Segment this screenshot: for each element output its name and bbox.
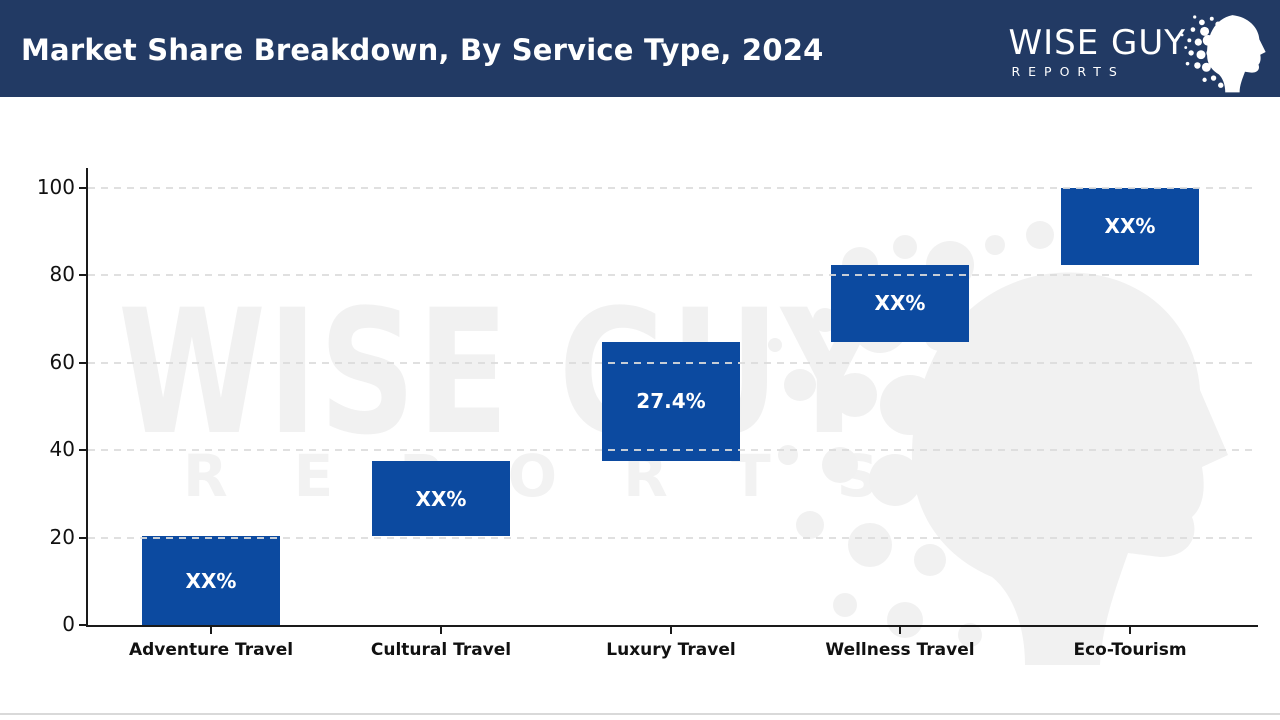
x-tick-mark-5 [1129, 627, 1131, 634]
logo-primary-text: WISE GUY [1008, 23, 1186, 63]
page-title: Market Share Breakdown, By Service Type,… [21, 33, 824, 67]
y-tick-mark-0 [79, 624, 86, 626]
category-label-4: Wellness Travel [825, 640, 975, 660]
y-tick-label-80: 80 [49, 262, 75, 286]
category-label-1: Adventure Travel [128, 640, 294, 660]
y-tick-label-100: 100 [36, 174, 75, 199]
header-bar: Market Share Breakdown, By Service Type,… [0, 0, 1280, 97]
x-tick-mark-2 [440, 627, 442, 634]
x-tick-mark-4 [899, 627, 901, 634]
gridline-60 [88, 361, 1256, 364]
bar-value-label-3: 27.4% [636, 389, 706, 414]
gridline-40 [88, 449, 1256, 451]
watermark-reports-text: REPORTS [183, 442, 945, 510]
logo-secondary-text: REPORTS [1011, 64, 1125, 79]
logo-face-icon [1180, 15, 1266, 93]
bar-segment-4 [831, 264, 969, 342]
x-axis-spine [86, 625, 1258, 627]
category-label-2: Cultural Travel [370, 640, 512, 660]
bar-segment-5 [1061, 187, 1199, 265]
wise-guy-reports-logo: WISE GUY REPORTS [1008, 8, 1266, 96]
y-axis-spine [86, 168, 88, 627]
x-tick-mark-1 [210, 627, 212, 634]
footer-divider [0, 713, 1280, 715]
gridline-80 [88, 274, 1256, 276]
gridline-100 [88, 186, 1256, 189]
bar-segment-3 [602, 341, 740, 462]
gridline-20 [88, 536, 1256, 539]
y-tick-label-40: 40 [49, 437, 75, 461]
bar-value-label-4: XX% [874, 291, 926, 315]
y-tick-label-20: 20 [49, 524, 75, 549]
watermark-wiseguy-text: WISE GUY [118, 272, 880, 473]
y-tick-mark-80 [79, 274, 86, 276]
x-tick-mark-3 [670, 627, 672, 634]
category-label-5: Eco-Tourism [1073, 640, 1187, 660]
y-tick-label-60: 60 [49, 349, 75, 374]
bar-segment-2 [372, 461, 510, 537]
logo-text: WISE GUY REPORTS [1008, 25, 1186, 79]
y-tick-mark-40 [79, 449, 86, 451]
y-tick-mark-60 [79, 361, 86, 364]
bar-value-label-5: XX% [1104, 214, 1156, 238]
bar-value-label-1: XX% [185, 568, 237, 593]
y-tick-mark-20 [79, 536, 86, 539]
bar-segment-1 [142, 536, 280, 625]
bar-value-label-2: XX% [415, 486, 467, 511]
y-tick-label-0: 0 [62, 612, 75, 636]
y-tick-mark-100 [79, 186, 86, 189]
category-label-3: Luxury Travel [606, 640, 736, 660]
